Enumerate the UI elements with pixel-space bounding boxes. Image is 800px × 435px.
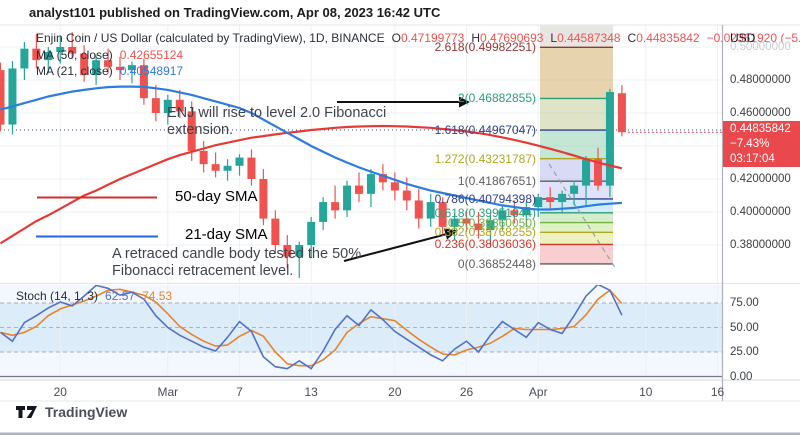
tradingview-logo[interactable]: TradingView <box>16 404 127 420</box>
time-label-13: 13 <box>304 385 318 399</box>
time-label-mar: Mar <box>157 385 179 399</box>
time-label-20: 20 <box>53 385 67 399</box>
ma21-legend: MA (21, close) 0.40548917 <box>36 64 184 78</box>
fib-label-0.236: 0.236(0.38036036) <box>434 237 536 252</box>
change-value: −0.02361920 (−5.00%) <box>706 31 800 45</box>
badge-price: 0.44835842 <box>730 123 791 135</box>
fib-label-1.272: 1.272(0.43231787) <box>434 151 536 166</box>
symbol-title: Enjin Coin / US Dollar (calculated by Tr… <box>36 31 385 45</box>
fib-label-0: 0(0.36852448) <box>457 256 536 271</box>
price-tick: 0.46000000 <box>730 107 791 119</box>
time-label-10: 10 <box>639 385 653 399</box>
ma50-legend: MA (50, close) 0.42655124 <box>36 48 184 62</box>
fib-label-0.5: 0.5(0.39360050) <box>447 215 536 230</box>
ohlc-close: C0.44835842 <box>627 31 700 45</box>
fib-label-0.786: 0.786(0.40794398) <box>434 191 536 206</box>
badge-change: −7.43% <box>730 138 770 150</box>
stoch-legend: Stoch (14, 1, 3) 62.57 74.53 <box>16 289 172 303</box>
last-price-badge: 0.44835842 −7.43% 03:17:04 <box>723 121 800 167</box>
ohlc-open: O0.47199773 <box>391 31 465 45</box>
sma50-label: 50-day SMA <box>175 188 258 205</box>
tradingview-logo-text: TradingView <box>45 404 128 420</box>
time-label-26: 26 <box>459 385 474 399</box>
price-tick: 0.50000000 <box>730 41 791 53</box>
tradingview-logo-icon <box>16 406 37 418</box>
symbol-legend: Enjin Coin / US Dollar (calculated by Tr… <box>36 31 800 45</box>
price-tick: 0.42000000 <box>730 173 791 185</box>
fib-label-2.618: 2.618(0.49982251) <box>434 40 536 55</box>
fib-extension-note: ENJ will rise to level 2.0 Fibonacci ext… <box>167 105 387 138</box>
stoch-tick: 50.00 <box>730 321 759 334</box>
time-label-16: 16 <box>710 385 725 399</box>
fib-label-0.382: 0.382(0.38768255) <box>434 225 536 240</box>
stoch-tick: 25.00 <box>730 346 759 358</box>
stoch-tick: 75.00 <box>730 297 759 309</box>
fib-label-1: 1(0.41867651) <box>457 174 536 189</box>
time-label-7: 7 <box>236 385 243 399</box>
fib-label-1.618: 1.618(0.44967047) <box>434 123 536 138</box>
price-tick: 0.48000000 <box>730 74 791 86</box>
fib-label-2: 2(0.46882855) <box>457 91 536 106</box>
ohlc-high: H0.47690693 <box>471 31 544 45</box>
stoch-d-value: 74.53 <box>142 289 173 303</box>
time-label-20: 20 <box>388 385 402 399</box>
ohlc-low: L0.44587348 <box>550 31 621 45</box>
time-axis[interactable] <box>0 380 722 402</box>
attribution-text: analyst101 published on TradingView.com,… <box>29 5 441 20</box>
stoch-k-value: 62.57 <box>105 289 136 303</box>
stoch-tick: 0.00 <box>730 370 753 383</box>
badge-countdown: 03:17:04 <box>730 153 775 165</box>
time-label-apr: Apr <box>528 385 548 399</box>
price-tick: 0.40000000 <box>730 206 791 218</box>
price-axis[interactable]: USD <box>723 25 800 379</box>
currency-label: USD <box>730 31 756 45</box>
stoch-label: Stoch (14, 1, 3) <box>16 289 99 303</box>
fib-label-0.618: 0.618(0.39951844) <box>434 205 536 220</box>
retrace-note: A retraced candle body tested the 50% Fi… <box>112 246 362 279</box>
price-tick: 0.38000000 <box>730 239 791 251</box>
sma21-label: 21-day SMA <box>185 226 268 243</box>
